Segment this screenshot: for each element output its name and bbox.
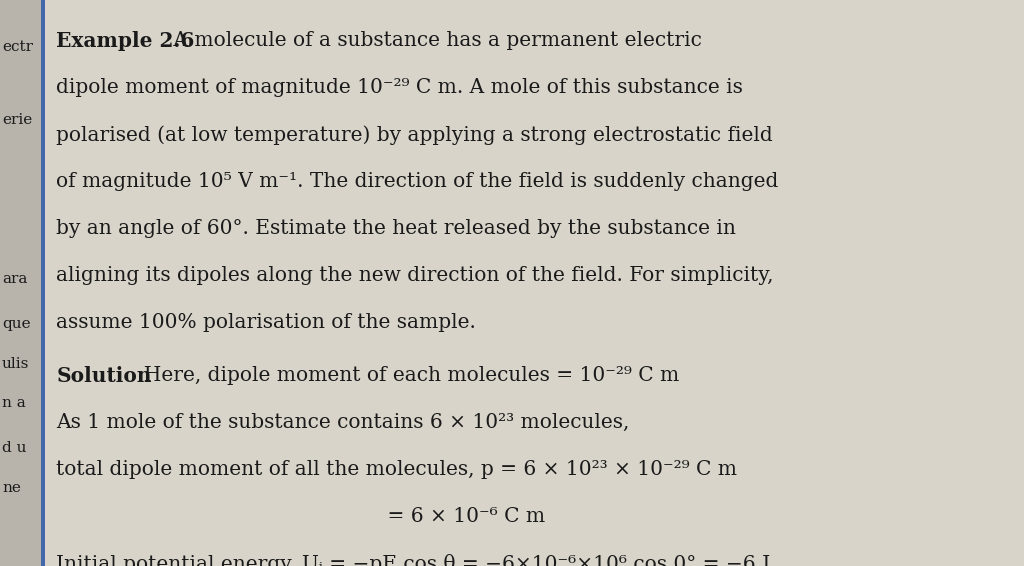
- Text: ulis: ulis: [2, 357, 30, 371]
- Text: A molecule of a substance has a permanent electric: A molecule of a substance has a permanen…: [167, 31, 701, 50]
- Text: = 6 × 10⁻⁶ C m: = 6 × 10⁻⁶ C m: [56, 507, 546, 526]
- Bar: [41, 0, 45, 566]
- Text: Here, dipole moment of each molecules = 10⁻²⁹ C m: Here, dipole moment of each molecules = …: [131, 366, 679, 385]
- Text: n a: n a: [2, 396, 26, 410]
- Text: ara: ara: [2, 272, 28, 286]
- Text: by an angle of 60°. Estimate the heat released by the substance in: by an angle of 60°. Estimate the heat re…: [56, 219, 736, 238]
- Text: ne: ne: [2, 481, 20, 495]
- Text: assume 100% polarisation of the sample.: assume 100% polarisation of the sample.: [56, 313, 476, 332]
- Text: aligning its dipoles along the new direction of the field. For simplicity,: aligning its dipoles along the new direc…: [56, 266, 774, 285]
- Text: Solution: Solution: [56, 366, 152, 385]
- Text: polarised (at low temperature) by applying a strong electrostatic field: polarised (at low temperature) by applyi…: [56, 125, 773, 145]
- Text: ectr: ectr: [2, 40, 33, 54]
- Text: erie: erie: [2, 113, 33, 127]
- Text: of magnitude 10⁵ V m⁻¹. The direction of the field is suddenly changed: of magnitude 10⁵ V m⁻¹. The direction of…: [56, 172, 778, 191]
- Text: Initial potential energy, Uᵢ = −pE cos θ = −6×10⁻⁶×10⁶ cos 0° = −6 J: Initial potential energy, Uᵢ = −pE cos θ…: [56, 554, 770, 566]
- Bar: [0, 0, 41, 566]
- Text: dipole moment of magnitude 10⁻²⁹ C m. A mole of this substance is: dipole moment of magnitude 10⁻²⁹ C m. A …: [56, 78, 743, 97]
- Text: que: que: [2, 317, 31, 331]
- Text: Example 2.6: Example 2.6: [56, 31, 195, 51]
- Text: total dipole moment of all the molecules, p = 6 × 10²³ × 10⁻²⁹ C m: total dipole moment of all the molecules…: [56, 460, 737, 479]
- Text: d u: d u: [2, 441, 27, 456]
- Text: As 1 mole of the substance contains 6 × 10²³ molecules,: As 1 mole of the substance contains 6 × …: [56, 413, 630, 432]
